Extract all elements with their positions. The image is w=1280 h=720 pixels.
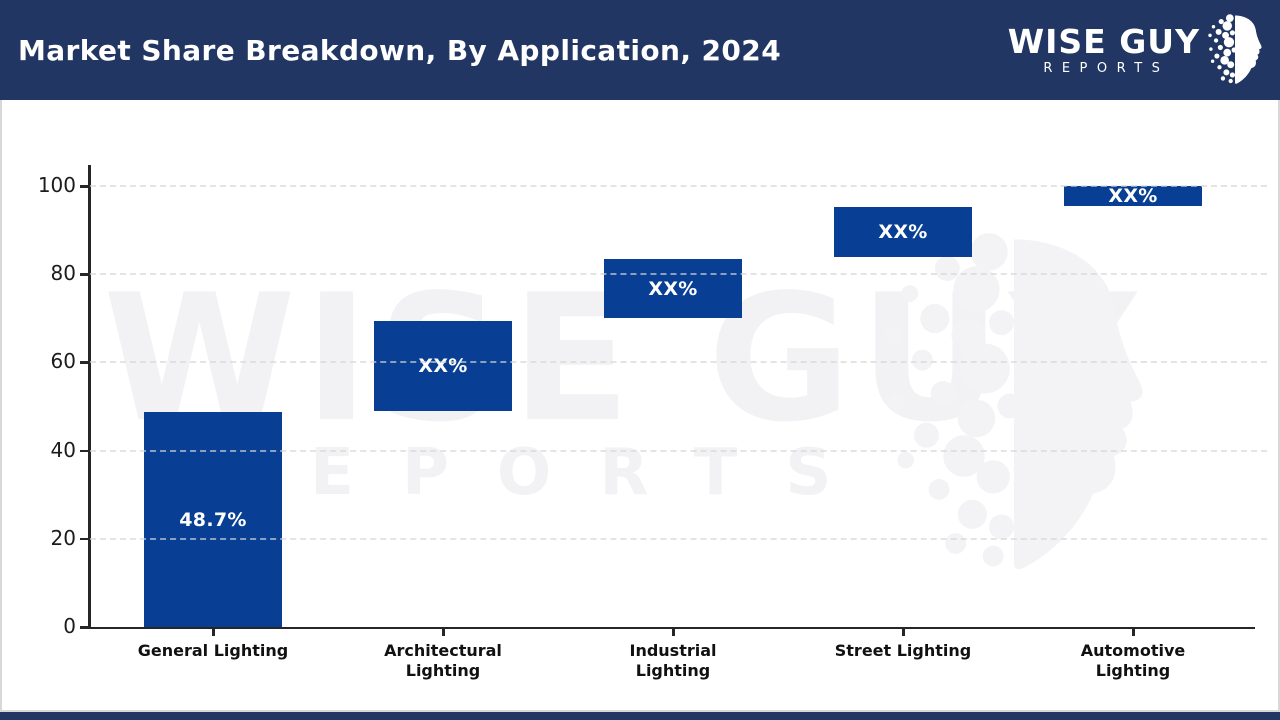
logo-name: WISE GUY (1007, 22, 1200, 61)
y-tick (80, 449, 89, 453)
x-category-label: Street Lighting (808, 641, 998, 661)
x-category-label-line: Automotive (1080, 641, 1186, 660)
y-tick (80, 361, 89, 364)
footer-bar (0, 712, 1280, 720)
x-category-label-line: Street Lighting (834, 641, 972, 660)
y-tick (80, 537, 89, 541)
x-tick (442, 629, 445, 636)
x-tick (212, 629, 215, 636)
y-tick (80, 273, 89, 276)
chart-title: Market Share Breakdown, By Application, … (18, 33, 782, 67)
gridline (90, 361, 1267, 364)
x-tick (902, 629, 905, 636)
gridline (90, 537, 1267, 540)
y-tick-label: 20 (50, 525, 76, 550)
x-category-label-line: Lighting (635, 661, 711, 680)
x-category-label: Automotive Lighting (1038, 641, 1228, 681)
gridline (90, 185, 1267, 187)
x-category-label-line: Industrial (629, 641, 717, 660)
logo-wordmark: WISE GUY REPORTS (1008, 25, 1200, 75)
x-category-label-line: Lighting (405, 661, 481, 680)
logo-head-icon (1208, 14, 1262, 84)
bar-segment: XX% (834, 207, 972, 257)
bar-segment: XX% (374, 320, 512, 411)
bar-segment: 48.7% (144, 412, 282, 627)
plot-area: 48.7% XX% XX% XX% XX% 0 20 40 60 80 100 General Lig… (2, 100, 1280, 712)
chart-canvas: WISE GUY REPORTS 48.7% XX% XX% XX% XX% 0 20 40 6… (0, 100, 1280, 712)
header-bar: Market Share Breakdown, By Application, … (0, 0, 1280, 100)
watermark-text-reports: REPORTS (213, 436, 880, 510)
y-tick-label: 40 (50, 437, 76, 462)
y-tick-label: 60 (50, 349, 76, 374)
y-tick-label: 100 (37, 173, 76, 197)
x-category-label: Industrial Lighting (578, 641, 768, 681)
x-category-label-line: Lighting (1095, 661, 1171, 680)
logo-subtitle: REPORTS (1043, 61, 1170, 76)
y-tick (80, 185, 89, 188)
brand-logo: WISE GUY REPORTS (1008, 12, 1266, 88)
x-tick (672, 629, 675, 636)
x-category-label-line: Architectural (384, 641, 502, 660)
x-category-label-line: General Lighting (137, 641, 289, 660)
bar-value-label: XX% (418, 354, 468, 377)
bar-value-label: XX% (648, 277, 698, 300)
bar-value-label: 48.7% (179, 508, 247, 531)
footer-divider (0, 710, 1280, 712)
watermark-head-icon (884, 233, 1143, 570)
bar-value-label: XX% (878, 220, 928, 243)
y-axis-line (88, 165, 91, 629)
x-tick (1132, 629, 1135, 636)
gridline (90, 449, 1267, 452)
y-tick (80, 626, 89, 629)
x-category-label: General Lighting (118, 641, 308, 661)
bar-value-label: XX% (1108, 185, 1158, 208)
x-category-label: Architectural Lighting (348, 641, 538, 681)
x-axis-line (88, 626, 1255, 629)
bar-segment: XX% (1064, 185, 1202, 208)
bar-segment: XX% (604, 258, 742, 319)
y-tick-label: 0 (63, 614, 76, 638)
y-tick-label: 80 (50, 261, 76, 286)
gridline (90, 273, 1267, 276)
